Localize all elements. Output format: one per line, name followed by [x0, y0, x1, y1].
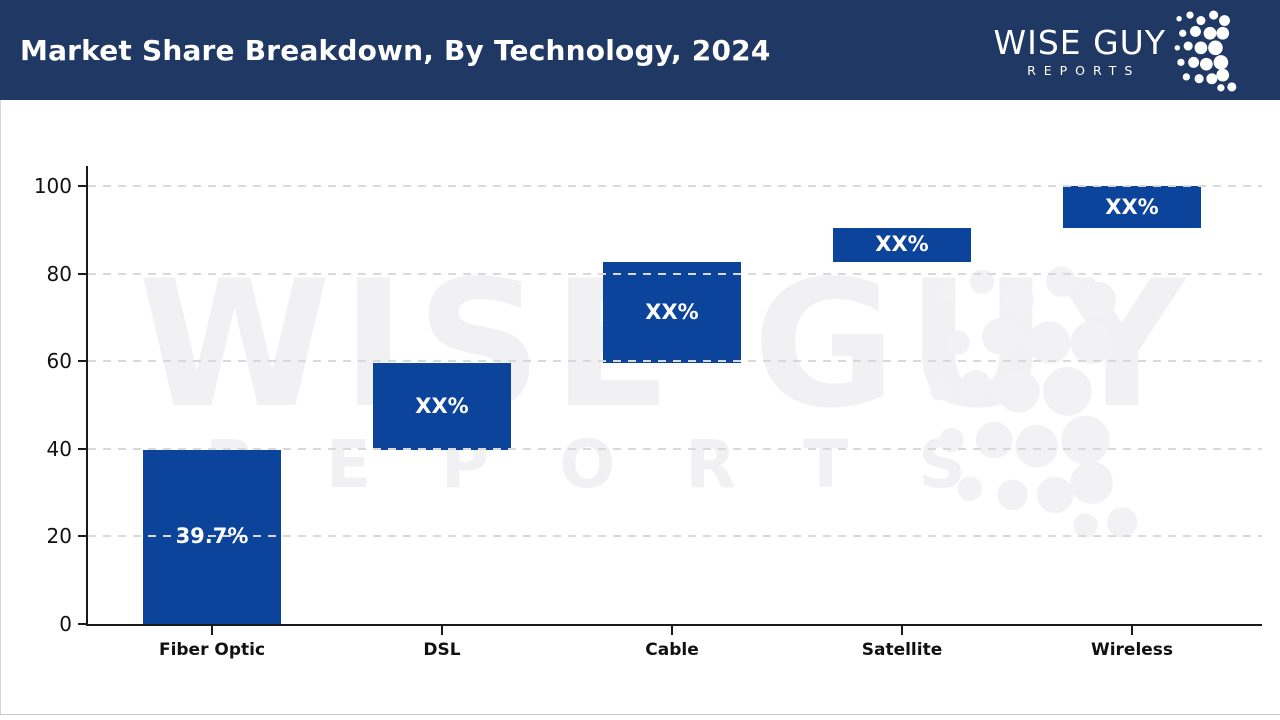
brand-logo-text: WISE GUY REPORTS [993, 22, 1166, 78]
y-tick-0 [78, 623, 87, 625]
chart-area: WISE GUY REPORTS 0 20 40 60 80 100 39.7% Fiber … [0, 100, 1280, 720]
y-tick-label-60: 60 [46, 349, 72, 374]
bar-value-label: XX% [415, 394, 469, 419]
gridline-60 [88, 360, 1262, 363]
y-tick-label-100: 100 [33, 174, 72, 198]
dotted-head-icon [1170, 7, 1270, 95]
gridline-20 [88, 535, 1262, 538]
category-label-4: Wireless [1090, 640, 1174, 660]
bar-value-label: XX% [1105, 195, 1159, 219]
y-tick-label-0: 0 [59, 612, 72, 636]
y-tick-60 [78, 360, 87, 363]
brand-subname: REPORTS [1027, 62, 1141, 78]
bar-wireless [1063, 186, 1201, 229]
y-axis-line [86, 166, 88, 626]
y-tick-20 [78, 535, 87, 538]
x-tick-2 [671, 626, 673, 635]
x-tick-3 [901, 626, 903, 635]
bar-cable [603, 261, 741, 364]
brand-name: WISE GUY [993, 22, 1166, 62]
gridline-100 [88, 185, 1262, 187]
bar-value-label: 39.7% [175, 524, 249, 549]
y-tick-80 [78, 272, 87, 275]
left-edge-line [0, 100, 1, 715]
bar-satellite [833, 228, 971, 262]
gridline-80 [88, 272, 1262, 275]
x-tick-1 [441, 626, 443, 635]
x-axis-line [86, 624, 1262, 626]
x-tick-4 [1131, 626, 1133, 635]
bar-value-label: XX% [875, 232, 929, 257]
category-label-0: Fiber Optic [158, 640, 266, 660]
y-tick-label-80: 80 [46, 261, 72, 286]
category-label-1: DSL [423, 640, 461, 660]
category-label-3: Satellite [861, 640, 943, 660]
page-title: Market Share Breakdown, By Technology, 2… [20, 33, 771, 67]
category-label-2: Cable [645, 640, 699, 660]
header-bar: Market Share Breakdown, By Technology, 2… [0, 0, 1280, 100]
gridline-40 [88, 447, 1262, 450]
bar-dsl [373, 363, 511, 451]
x-tick-0 [211, 626, 213, 635]
y-tick-label-40: 40 [46, 436, 72, 461]
y-tick-100 [78, 185, 87, 187]
y-tick-40 [78, 447, 87, 450]
bar-value-label: XX% [645, 299, 699, 324]
watermark-subtext: REPORTS [205, 426, 1036, 503]
bottom-edge-line [0, 714, 1280, 715]
brand-logo: WISE GUY REPORTS [993, 5, 1270, 97]
y-tick-label-20: 20 [46, 524, 72, 549]
